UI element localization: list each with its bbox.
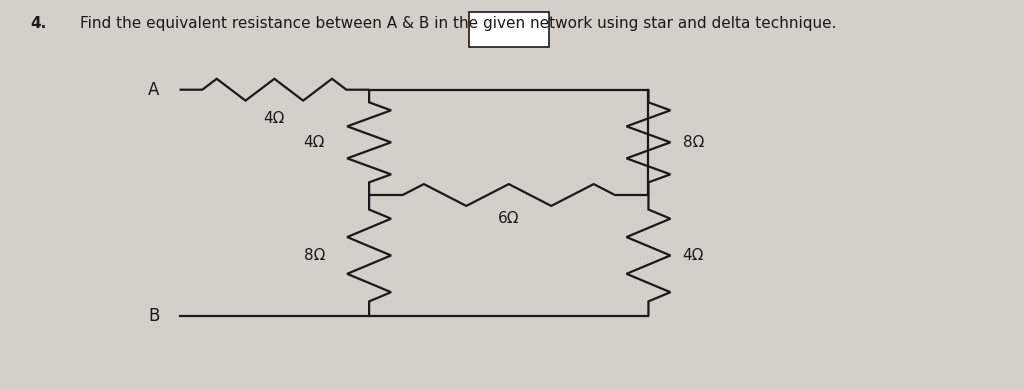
Text: 6Ω: 6Ω — [498, 211, 519, 226]
Text: 4Ω: 4Ω — [303, 135, 325, 150]
Text: 8Ω: 8Ω — [303, 248, 325, 263]
Bar — [469, 12, 549, 47]
Text: 4Ω: 4Ω — [683, 248, 705, 263]
Text: 8Ω: 8Ω — [683, 135, 705, 150]
Text: A: A — [148, 81, 160, 99]
Text: 4.: 4. — [30, 16, 46, 30]
Text: Find the equivalent resistance between A & B in the given network using star and: Find the equivalent resistance between A… — [80, 16, 837, 30]
Text: B: B — [148, 307, 160, 325]
Text: 4Ω: 4Ω — [263, 112, 285, 126]
